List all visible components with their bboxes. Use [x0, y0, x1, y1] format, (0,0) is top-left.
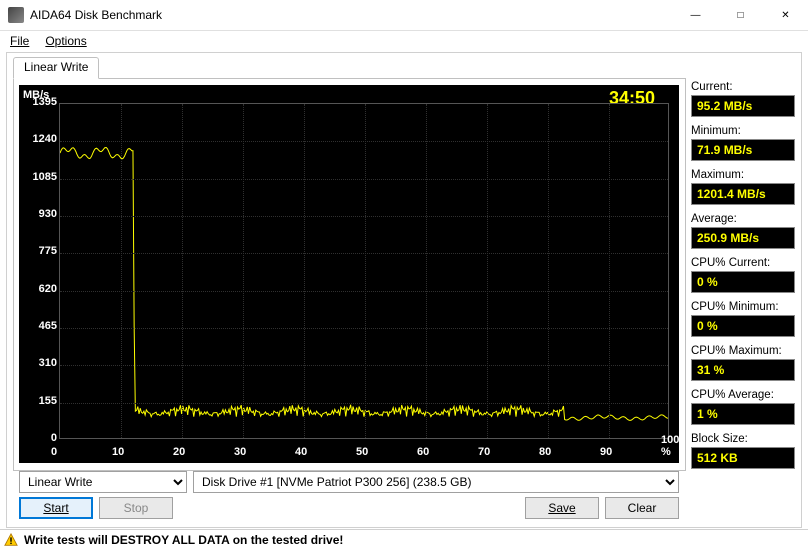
- window-title: AIDA64 Disk Benchmark: [30, 8, 162, 22]
- drive-select[interactable]: Disk Drive #1 [NVMe Patriot P300 256] (2…: [193, 471, 679, 493]
- app-icon: [8, 7, 24, 23]
- chart-xtick-label: 30: [234, 446, 246, 458]
- chart-xtick-label: 100 %: [661, 434, 679, 458]
- stat-average-label: Average:: [691, 213, 795, 225]
- stat-cpu-minimum-value: 0 %: [691, 315, 795, 337]
- chart-ytick-label: 0: [23, 432, 57, 444]
- chart-xtick-label: 20: [173, 446, 185, 458]
- stat-minimum-label: Minimum:: [691, 125, 795, 137]
- stat-cpu-current-label: CPU% Current:: [691, 257, 795, 269]
- menu-bar: File Options: [0, 31, 808, 51]
- chart-area: MB/s 34:50 01553104656207759301085124013…: [19, 85, 679, 463]
- stat-cpu-average-label: CPU% Average:: [691, 389, 795, 401]
- tab-strip: Linear Write: [13, 57, 99, 79]
- chart-xtick-label: 10: [112, 446, 124, 458]
- tab-linear-write[interactable]: Linear Write: [13, 57, 99, 79]
- stat-block-size-value: 512 KB: [691, 447, 795, 469]
- minimize-button[interactable]: —: [673, 0, 718, 30]
- stats-panel: Current: 95.2 MB/s Minimum: 71.9 MB/s Ma…: [691, 81, 795, 519]
- clear-button[interactable]: Clear: [605, 497, 679, 519]
- chart-ytick-label: 775: [23, 245, 57, 257]
- close-button[interactable]: ✕: [763, 0, 808, 30]
- form-row-buttons: Start Stop Save Clear: [19, 497, 679, 519]
- chart-plot: [59, 103, 669, 439]
- stat-cpu-maximum-label: CPU% Maximum:: [691, 345, 795, 357]
- chart-xtick-label: 0: [51, 446, 57, 458]
- start-button[interactable]: Start: [19, 497, 93, 519]
- stat-current-label: Current:: [691, 81, 795, 93]
- status-bar: Write tests will DESTROY ALL DATA on the…: [0, 529, 808, 550]
- stat-maximum-label: Maximum:: [691, 169, 795, 181]
- chart-ytick-label: 930: [23, 208, 57, 220]
- chart-xtick-label: 90: [600, 446, 612, 458]
- stat-cpu-average-value: 1 %: [691, 403, 795, 425]
- chart-ytick-label: 620: [23, 283, 57, 295]
- status-warning-text: Write tests will DESTROY ALL DATA on the…: [24, 533, 343, 547]
- content-frame: Linear Write MB/s 34:50 0155310465620775…: [6, 52, 802, 528]
- chart-xtick-label: 40: [295, 446, 307, 458]
- stat-average-value: 250.9 MB/s: [691, 227, 795, 249]
- chart-xtick-label: 70: [478, 446, 490, 458]
- stat-block-size-label: Block Size:: [691, 433, 795, 445]
- menu-file[interactable]: File: [4, 33, 35, 49]
- test-type-select[interactable]: Linear Write: [19, 471, 187, 493]
- stat-maximum-value: 1201.4 MB/s: [691, 183, 795, 205]
- title-bar: AIDA64 Disk Benchmark — □ ✕: [0, 0, 808, 31]
- chart-ytick-label: 1085: [23, 171, 57, 183]
- chart-ytick-label: 310: [23, 357, 57, 369]
- chart-xtick-label: 60: [417, 446, 429, 458]
- chart-xtick-label: 80: [539, 446, 551, 458]
- stat-cpu-current-value: 0 %: [691, 271, 795, 293]
- chart-xtick-label: 50: [356, 446, 368, 458]
- chart-ytick-label: 1240: [23, 133, 57, 145]
- stat-minimum-value: 71.9 MB/s: [691, 139, 795, 161]
- maximize-button[interactable]: □: [718, 0, 763, 30]
- stat-current-value: 95.2 MB/s: [691, 95, 795, 117]
- chart-ytick-label: 465: [23, 320, 57, 332]
- chart-trace: [60, 104, 668, 438]
- warning-icon: [4, 533, 18, 547]
- stat-cpu-minimum-label: CPU% Minimum:: [691, 301, 795, 313]
- save-button[interactable]: Save: [525, 497, 599, 519]
- stat-cpu-maximum-value: 31 %: [691, 359, 795, 381]
- menu-options[interactable]: Options: [39, 33, 92, 49]
- chart-ytick-label: 155: [23, 395, 57, 407]
- chart-ytick-label: 1395: [23, 96, 57, 108]
- form-row-selectors: Linear Write Disk Drive #1 [NVMe Patriot…: [19, 471, 679, 493]
- stop-button[interactable]: Stop: [99, 497, 173, 519]
